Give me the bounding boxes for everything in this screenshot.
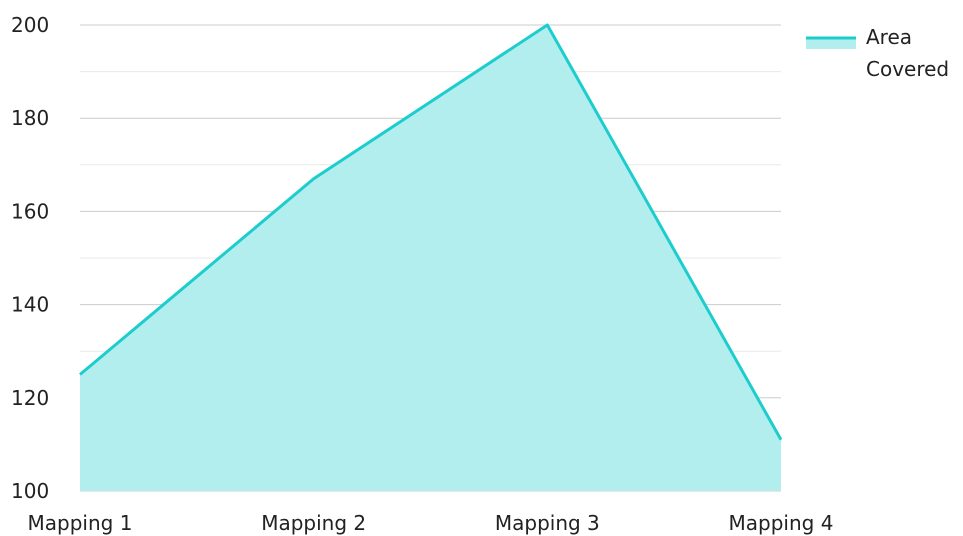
- y-tick-label: 200: [11, 13, 49, 37]
- area-covered-line: [79, 23, 783, 441]
- legend-label-line-1: Area: [866, 25, 912, 49]
- y-tick-label: 160: [11, 199, 49, 223]
- legend-label-line-2: Covered: [866, 57, 949, 81]
- x-tick-label: Mapping 4: [729, 511, 834, 535]
- y-axis-tick-labels: 100 120 140 160 180 200: [11, 13, 49, 503]
- legend-swatch-fill: [806, 37, 856, 49]
- x-axis-tick-labels: Mapping 1 Mapping 2 Mapping 3 Mapping 4: [28, 511, 834, 535]
- x-tick-label: Mapping 1: [28, 511, 133, 535]
- y-tick-label: 180: [11, 106, 49, 130]
- y-tick-label: 120: [11, 386, 49, 410]
- x-tick-label: Mapping 2: [261, 511, 366, 535]
- y-tick-label: 100: [11, 479, 49, 503]
- x-tick-label: Mapping 3: [495, 511, 600, 535]
- legend: Area Covered: [806, 25, 949, 81]
- area-covered-fill: [80, 25, 781, 491]
- y-tick-label: 140: [11, 293, 49, 317]
